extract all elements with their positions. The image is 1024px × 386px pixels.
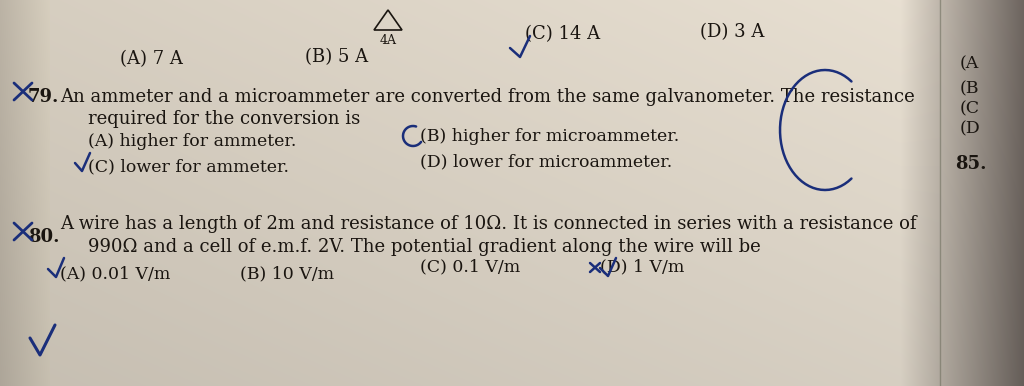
Text: 80.: 80. [28,228,59,246]
Text: (A) higher for ammeter.: (A) higher for ammeter. [88,133,296,150]
Text: (B) 5 A: (B) 5 A [305,48,368,66]
Text: (D) 1 V/m: (D) 1 V/m [600,258,684,275]
Text: (D: (D [961,120,981,137]
Text: (B) 10 V/m: (B) 10 V/m [240,265,334,282]
Text: (D) lower for microammeter.: (D) lower for microammeter. [420,153,672,170]
Text: A wire has a length of 2m and resistance of 10Ω. It is connected in series with : A wire has a length of 2m and resistance… [60,215,916,233]
Text: (B: (B [961,80,980,97]
Text: (C) 14 A: (C) 14 A [525,25,600,43]
Text: (C: (C [961,100,980,117]
Text: (C) lower for ammeter.: (C) lower for ammeter. [88,158,289,175]
Text: (A) 7 A: (A) 7 A [120,50,183,68]
Text: 79.: 79. [28,88,59,106]
Text: 85.: 85. [955,155,986,173]
Text: An ammeter and a microammeter are converted from the same galvanometer. The resi: An ammeter and a microammeter are conver… [60,88,914,106]
Text: (A: (A [961,55,979,72]
Text: 4A: 4A [380,34,396,47]
Text: 990Ω and a cell of e.m.f. 2V. The potential gradient along the wire will be: 990Ω and a cell of e.m.f. 2V. The potent… [88,238,761,256]
Text: (B) higher for microammeter.: (B) higher for microammeter. [420,128,679,145]
Text: (D) 3 A: (D) 3 A [700,23,764,41]
Text: required for the conversion is: required for the conversion is [88,110,360,128]
Text: (A) 0.01 V/m: (A) 0.01 V/m [60,265,170,282]
Text: (C) 0.1 V/m: (C) 0.1 V/m [420,258,520,275]
